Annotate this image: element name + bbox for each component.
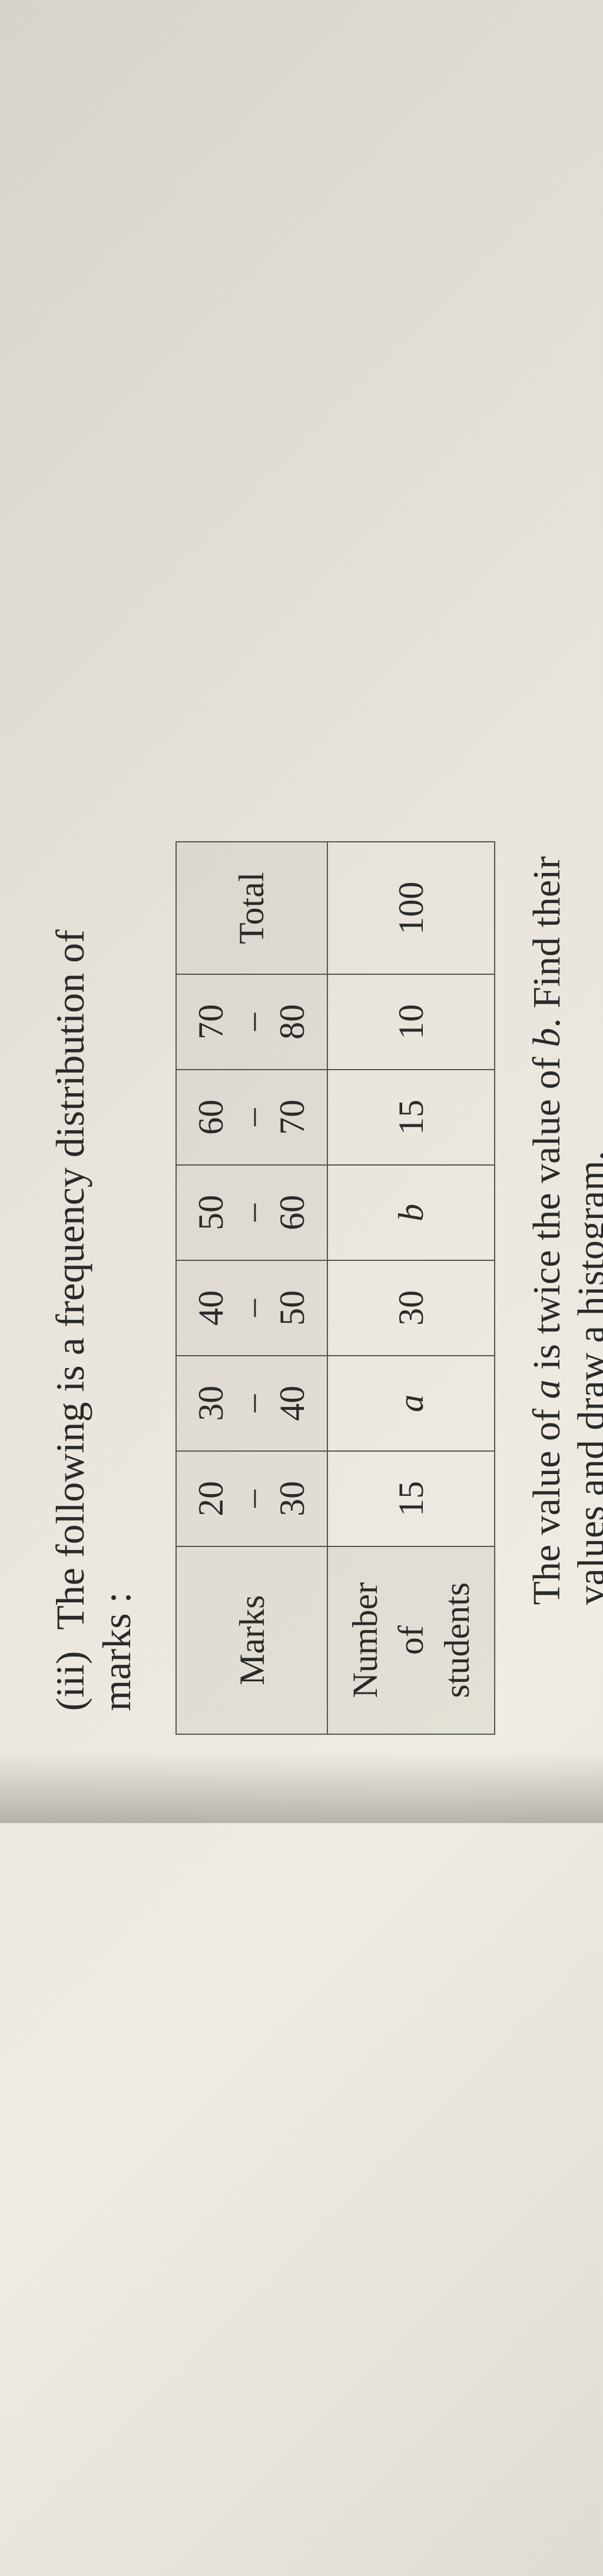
footer-instruction: The value of a is twice the value of b. … [525,841,603,1734]
row-header-line1: Number of [346,1582,430,1698]
col-header: 70 – 80 [176,974,327,1070]
cell-value: a [327,1356,495,1451]
question-line: (iii) The following is a frequency distr… [47,841,140,1734]
binding-shadow [0,1752,603,1823]
question-number: (iii) [47,1651,94,1711]
col-header: 40 – 50 [176,1260,327,1356]
col-header: 30 – 40 [176,1356,327,1451]
question-text: The following is a frequency distributio… [48,930,139,1711]
table-row: Number of students 15 a 30 b 15 10 100 [327,842,495,1734]
col-header: 60 – 70 [176,1070,327,1165]
cell-value: b [327,1165,495,1260]
col-header: 20 – 30 [176,1451,327,1546]
cell-value: 30 [327,1260,495,1356]
students-row-header: Number of students [327,1546,495,1734]
cell-value: 15 [327,1451,495,1546]
marks-row-header: Marks [176,1546,327,1734]
row-header-line2: students [438,1582,476,1698]
col-header: 50 – 60 [176,1165,327,1260]
footer-text: The value of [525,1399,568,1605]
var-a: a [525,1380,568,1399]
footer-text: is twice the value of [525,1047,568,1379]
page-content: (iii) The following is a frequency distr… [0,753,603,1823]
cell-value: 100 [327,842,495,974]
frequency-table: Marks 20 – 30 30 – 40 40 – 50 50 – 60 60… [175,841,495,1734]
var-b: b [525,1028,568,1047]
cell-value: 10 [327,974,495,1070]
cell-value: 15 [327,1070,495,1165]
table-row: Marks 20 – 30 30 – 40 40 – 50 50 – 60 60… [176,842,327,1734]
col-header: Total [176,842,327,974]
